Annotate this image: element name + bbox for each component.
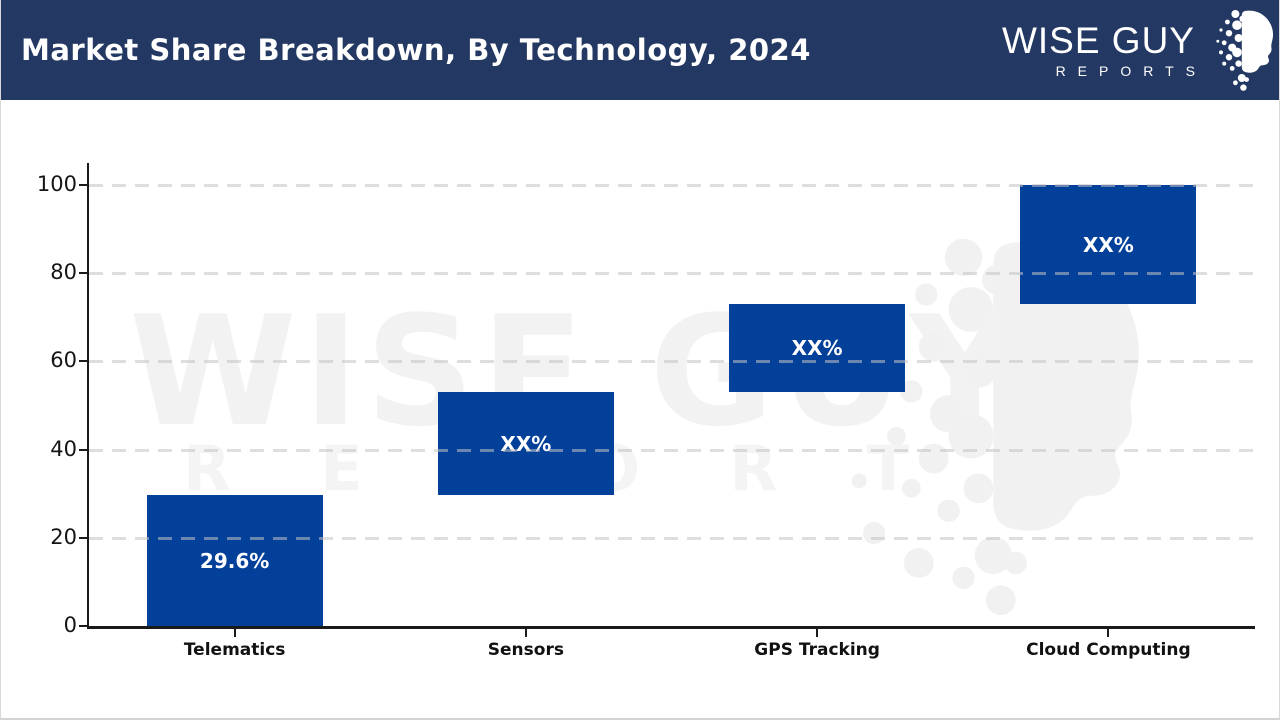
y-tick-mark	[79, 272, 88, 275]
x-category-label: Sensors	[487, 640, 564, 660]
logo-head-icon	[1216, 10, 1274, 91]
y-tick-label: 40	[50, 436, 77, 461]
waterfall-bar: XX%	[729, 304, 906, 393]
y-gridline	[89, 360, 1254, 364]
y-tick-label: 20	[50, 524, 77, 549]
x-tick-mark	[1107, 629, 1110, 637]
y-tick-label: 100	[36, 172, 77, 196]
y-tick-mark	[79, 536, 88, 539]
y-gridline	[89, 448, 1254, 452]
x-tick-mark	[816, 629, 819, 637]
y-tick-label: 60	[50, 348, 77, 373]
waterfall-bar: 29.6%	[146, 495, 323, 626]
x-category-label: Cloud Computing	[1026, 640, 1191, 660]
x-tick-mark	[524, 629, 527, 637]
bar-value-label: XX%	[791, 336, 843, 361]
chart-title: Market Share Breakdown, By Technology, 2…	[21, 33, 811, 67]
bar-value-label: 29.6%	[199, 548, 270, 573]
y-tick-label: 0	[63, 613, 77, 637]
y-gridline	[89, 184, 1254, 187]
x-category-label: GPS Tracking	[754, 640, 880, 660]
header-band: Market Share Breakdown, By Technology, 2…	[1, 0, 1279, 100]
waterfall-bar: XX%	[437, 392, 614, 496]
x-category-label: Telematics	[183, 640, 286, 660]
bar-value-label: XX%	[1082, 232, 1134, 257]
waterfall-bar: XX%	[1020, 185, 1197, 305]
logo-text: WISE GUY REPORTS	[1001, 20, 1195, 80]
x-axis-spine	[87, 626, 1255, 629]
logo-name: WISE GUY	[1001, 20, 1195, 61]
watermark-head-icon	[851, 238, 1139, 616]
y-axis-spine	[87, 163, 89, 628]
wise-guy-logo: WISE GUY REPORTS	[1002, 6, 1277, 94]
bar-value-label: XX%	[500, 431, 552, 456]
logo-tagline: REPORTS	[1055, 63, 1207, 79]
y-tick-mark	[79, 625, 88, 627]
y-tick-mark	[79, 448, 88, 451]
y-tick-mark	[79, 184, 88, 186]
y-tick-mark	[79, 360, 88, 363]
y-tick-label: 80	[50, 260, 77, 285]
y-gridline	[89, 272, 1254, 276]
y-gridline	[89, 536, 1254, 540]
x-tick-mark	[233, 629, 236, 637]
